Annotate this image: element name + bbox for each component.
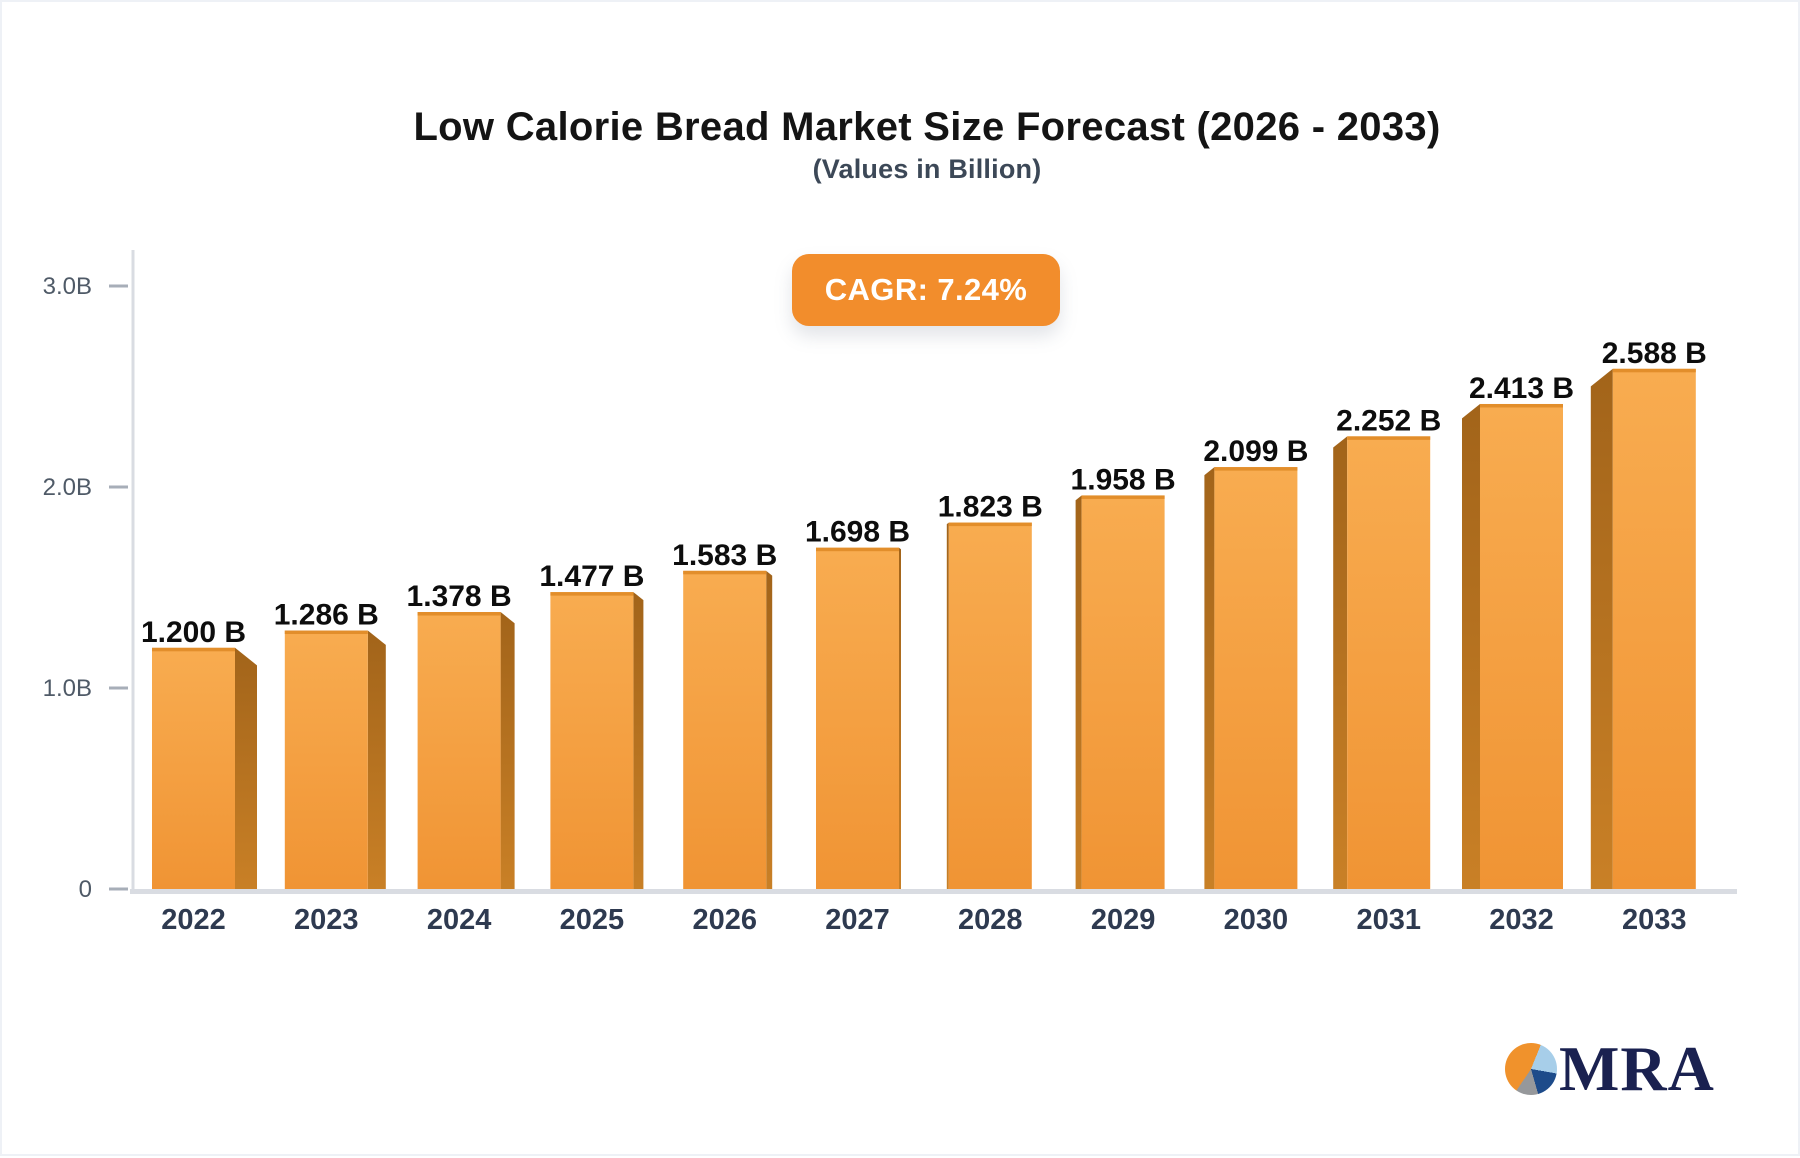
bar-2025: 1.477 B 2025 (539, 560, 644, 936)
bar-value-label: 1.200 B (141, 616, 246, 649)
brand-logo-text: MRA (1559, 1033, 1715, 1104)
cagr-badge-label: CAGR: 7.24% (824, 272, 1028, 307)
bar-value-label: 1.286 B (274, 599, 379, 632)
bar-top-edge (1480, 403, 1563, 408)
bar-front-face (1081, 495, 1165, 890)
bar-side-face (899, 547, 901, 890)
bar-2022: 1.200 B 2022 (141, 616, 257, 936)
bar-value-label: 1.698 B (805, 516, 910, 549)
bar-front-face (683, 570, 767, 890)
bar-side-face (1462, 403, 1480, 890)
x-axis-label: 2026 (692, 904, 757, 936)
bar-top-edge (1347, 436, 1431, 440)
x-axis-label: 2032 (1489, 904, 1554, 936)
bar-front-face (284, 630, 368, 890)
x-axis-label: 2027 (825, 904, 890, 936)
bar-front-face (1480, 403, 1563, 890)
bar-side-face (633, 592, 644, 890)
page-title: Low Calorie Bread Market Size Forecast (… (413, 105, 1441, 149)
bar-side-face (367, 630, 386, 890)
bar-2024: 1.378 B 2024 (407, 580, 515, 936)
x-axis-label: 2022 (161, 904, 226, 936)
bar-2033: 2.588 B 2033 (1590, 337, 1707, 936)
x-axis-label: 2024 (427, 904, 492, 936)
bar-side-face (1204, 467, 1215, 890)
bar-value-label: 1.583 B (672, 539, 777, 572)
page-subtitle: (Values in Billion) (812, 154, 1042, 184)
bar-value-label: 1.477 B (539, 560, 644, 593)
bar-2028: 1.823 B 2028 (938, 491, 1043, 936)
bar-side-face (235, 647, 257, 890)
y-axis-tick-label: 0 (79, 876, 92, 903)
bar-top-edge (152, 647, 235, 652)
bar-front-face (152, 647, 235, 890)
bar-top-edge (1081, 495, 1165, 499)
bar-2027: 1.698 B 2027 (805, 516, 910, 936)
bar-front-face (1214, 467, 1298, 890)
bar-2030: 2.099 B 2030 (1203, 435, 1308, 936)
bar-side-face (500, 612, 515, 890)
x-axis-label: 2023 (294, 904, 359, 936)
y-axis-tick-label: 3.0B (43, 273, 92, 300)
x-axis-label: 2029 (1091, 904, 1156, 936)
bar-value-label: 2.252 B (1336, 404, 1441, 437)
bar-top-edge (550, 592, 634, 596)
bar-front-face (550, 592, 634, 890)
bar-value-label: 2.099 B (1203, 435, 1308, 468)
x-axis-label: 2033 (1622, 904, 1687, 936)
bar-front-face (1612, 368, 1696, 890)
bar-side-face (946, 522, 949, 890)
bar-top-edge (948, 522, 1032, 527)
bar-side-face (1075, 495, 1082, 890)
bar-2031: 2.252 B 2031 (1333, 404, 1441, 936)
y-axis-tick-label: 2.0B (43, 474, 92, 501)
bar-2023: 1.286 B 2023 (274, 599, 386, 936)
brand-logo: MRA (1505, 1033, 1715, 1104)
cagr-badge: CAGR: 7.24% (792, 254, 1060, 326)
bar-2032: 2.413 B 2032 (1462, 372, 1574, 936)
bar-side-face (1333, 436, 1348, 890)
bar-value-label: 1.958 B (1071, 463, 1176, 496)
x-axis-label: 2028 (958, 904, 1023, 936)
bar-top-edge (1612, 368, 1696, 373)
bar-top-edge (284, 630, 368, 635)
pie-chart-logo-icon (1505, 1043, 1557, 1095)
bar-side-face (1590, 368, 1613, 890)
bar-value-label: 2.413 B (1469, 372, 1574, 405)
bar-value-label: 1.823 B (938, 491, 1043, 524)
bar-top-edge (417, 612, 501, 616)
bar-top-edge (683, 570, 767, 575)
bar-front-face (417, 612, 501, 890)
bar-value-label: 2.588 B (1602, 337, 1707, 370)
bar-top-edge (1214, 467, 1298, 471)
x-axis-label: 2031 (1356, 904, 1421, 936)
bar-value-label: 1.378 B (407, 580, 512, 613)
y-axis-tick-label: 1.0B (43, 675, 92, 702)
bar-top-edge (816, 547, 899, 552)
bar-front-face (948, 522, 1032, 890)
bar-side-face (766, 570, 773, 890)
bar-front-face (1347, 436, 1431, 890)
bar-2029: 1.958 B 2029 (1071, 463, 1176, 936)
bar-front-face (816, 547, 899, 890)
x-axis-label: 2030 (1224, 904, 1289, 936)
bar-2026: 1.583 B 2026 (672, 539, 777, 936)
x-axis-label: 2025 (560, 904, 625, 936)
